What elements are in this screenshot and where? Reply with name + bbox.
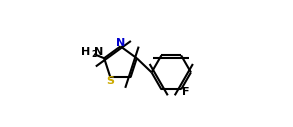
Text: 2: 2 (91, 50, 96, 59)
Text: S: S (106, 76, 114, 86)
Text: H: H (81, 47, 91, 58)
Text: N: N (116, 38, 125, 48)
Text: N: N (94, 47, 103, 58)
Text: F: F (182, 87, 190, 97)
